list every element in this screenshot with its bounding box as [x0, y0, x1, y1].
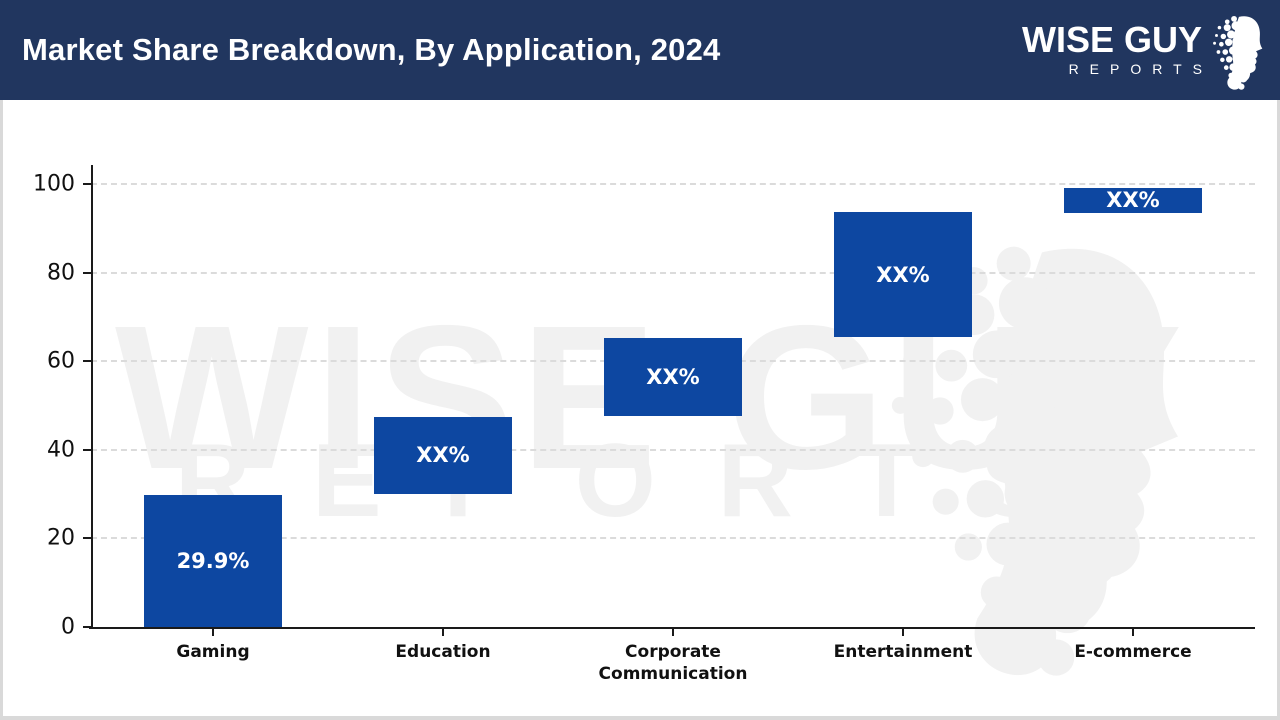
y-tick-0: [83, 626, 91, 628]
bar-entertainment: [834, 212, 972, 338]
x-tick-1: [442, 629, 444, 636]
y-tick-80: [83, 271, 91, 274]
x-tick-2: [672, 629, 674, 636]
y-tick-label-100: 100: [33, 171, 75, 197]
bar-value-label: XX%: [416, 443, 470, 468]
bar-value-label: XX%: [646, 365, 700, 390]
x-category-label: Gaming: [176, 642, 250, 662]
gridline-20: [91, 537, 1255, 540]
wiseguy-logo-text: WISE GUY REPORTS: [1021, 19, 1202, 78]
y-tick-label-80: 80: [47, 260, 75, 286]
bar-e-commerce: [1064, 187, 1202, 213]
bar-value-label: 29.9%: [176, 548, 250, 573]
page-title: Market Share Breakdown, By Application, …: [22, 32, 721, 67]
x-category-label: E-commerce: [1074, 642, 1192, 662]
y-tick-60: [83, 360, 91, 363]
wiseguy-face-icon: [1206, 14, 1266, 92]
watermark-subtitle: REPORTS: [175, 423, 1112, 539]
y-tick-label-40: 40: [47, 437, 75, 463]
chart-area: WISE GUY REPORTS 0 20 40 60 80 100 29.9% Gaming…: [0, 100, 1280, 720]
gridline-40: [91, 448, 1255, 451]
x-category-label: Education: [395, 642, 491, 662]
y-tick-20: [83, 537, 91, 540]
wiseguy-logo: WISE GUY REPORTS: [1022, 6, 1268, 94]
logo-wordmark: WISE GUY: [1021, 19, 1202, 60]
gridline-100: [91, 183, 1255, 186]
x-tick-0: [212, 629, 214, 636]
bar-gaming: [144, 494, 282, 627]
x-category-label: Corporate Communication: [598, 642, 748, 685]
bar-value-label: XX%: [876, 262, 930, 287]
header-bar: Market Share Breakdown, By Application, …: [0, 0, 1280, 100]
x-category-label: Entertainment: [833, 642, 973, 662]
y-tick-label-0: 0: [61, 614, 75, 640]
x-axis-spine: [89, 627, 1255, 629]
x-tick-4: [1132, 629, 1134, 636]
gridline-80: [91, 271, 1255, 274]
y-tick-40: [83, 448, 91, 451]
y-tick-label-20: 20: [47, 525, 75, 551]
y-tick-label-60: 60: [47, 348, 75, 374]
y-tick-100: [83, 183, 91, 186]
bar-value-label: XX%: [1106, 188, 1160, 213]
x-tick-3: [902, 629, 904, 636]
bar-education: [374, 416, 512, 495]
logo-subtitle: REPORTS: [1068, 61, 1213, 77]
bar-corporate-communication: [604, 338, 742, 417]
y-axis-spine: [91, 165, 93, 629]
